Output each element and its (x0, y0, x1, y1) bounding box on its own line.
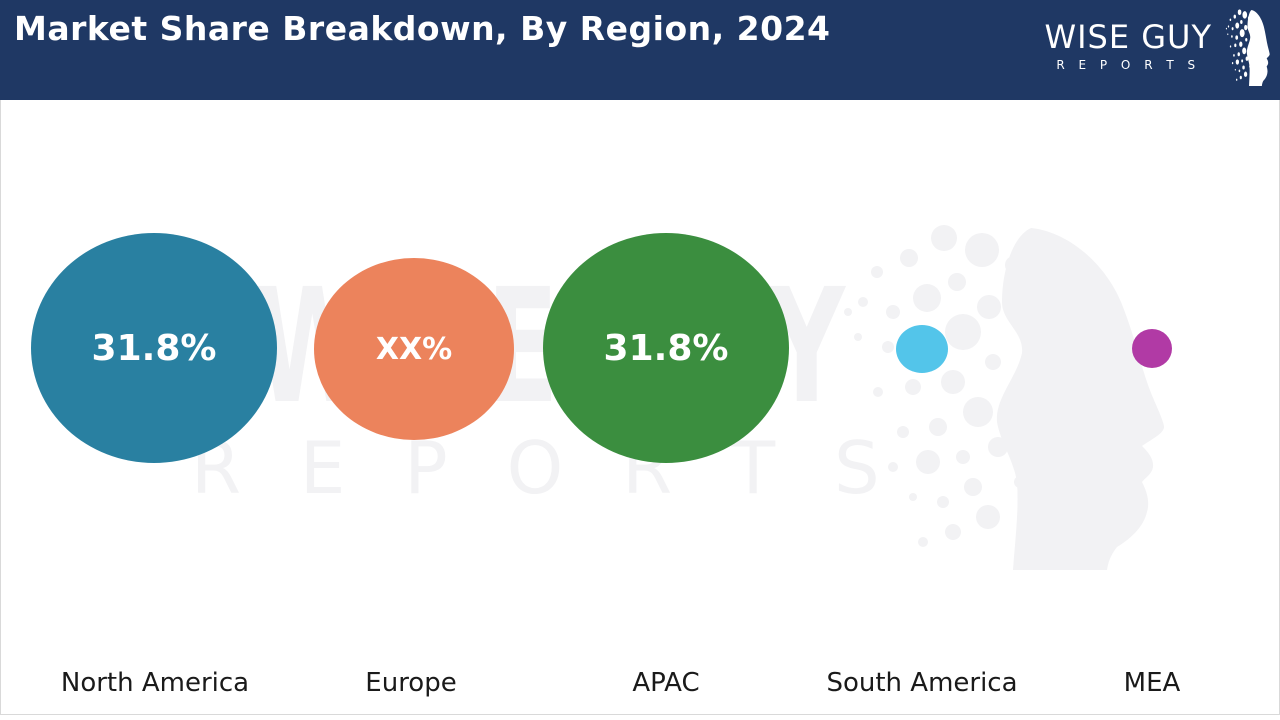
bubble-value-apac: 31.8% (603, 327, 729, 369)
watermark-text-secondary: R E P O R T S (191, 426, 898, 510)
brand-logo: WISE GUY R E P O R T S (1044, 6, 1272, 86)
category-label-north-america: North America (60, 668, 250, 698)
watermark-head-icon (844, 225, 1165, 570)
bubble-value-north-america: 31.8% (91, 327, 217, 369)
bubble-north-america: 31.8% (31, 233, 277, 463)
bubble-south-america (896, 325, 948, 373)
bubble-apac: 31.8% (543, 233, 789, 463)
header: Market Share Breakdown, By Region, 2024 … (0, 0, 1280, 100)
brand-subtitle: R E P O R T S (1056, 57, 1201, 72)
bubble-value-europe: XX% (375, 331, 453, 367)
category-label-south-america: South America (826, 668, 1018, 698)
brand-head-icon (1225, 9, 1270, 86)
bubble-mea (1132, 329, 1172, 368)
category-label-europe: Europe (365, 668, 457, 698)
category-label-mea: MEA (1123, 668, 1181, 698)
bubble-europe: XX% (314, 258, 514, 440)
brand-text: WISE GUY R E P O R T S (1044, 18, 1212, 72)
chart-area: WISE GUY R E P O R T S 31.8% XX% 31.8% N… (0, 100, 1280, 715)
brand-name: WISE GUY (1044, 18, 1212, 57)
category-label-apac: APAC (632, 668, 700, 698)
page-title: Market Share Breakdown, By Region, 2024 (14, 9, 831, 48)
